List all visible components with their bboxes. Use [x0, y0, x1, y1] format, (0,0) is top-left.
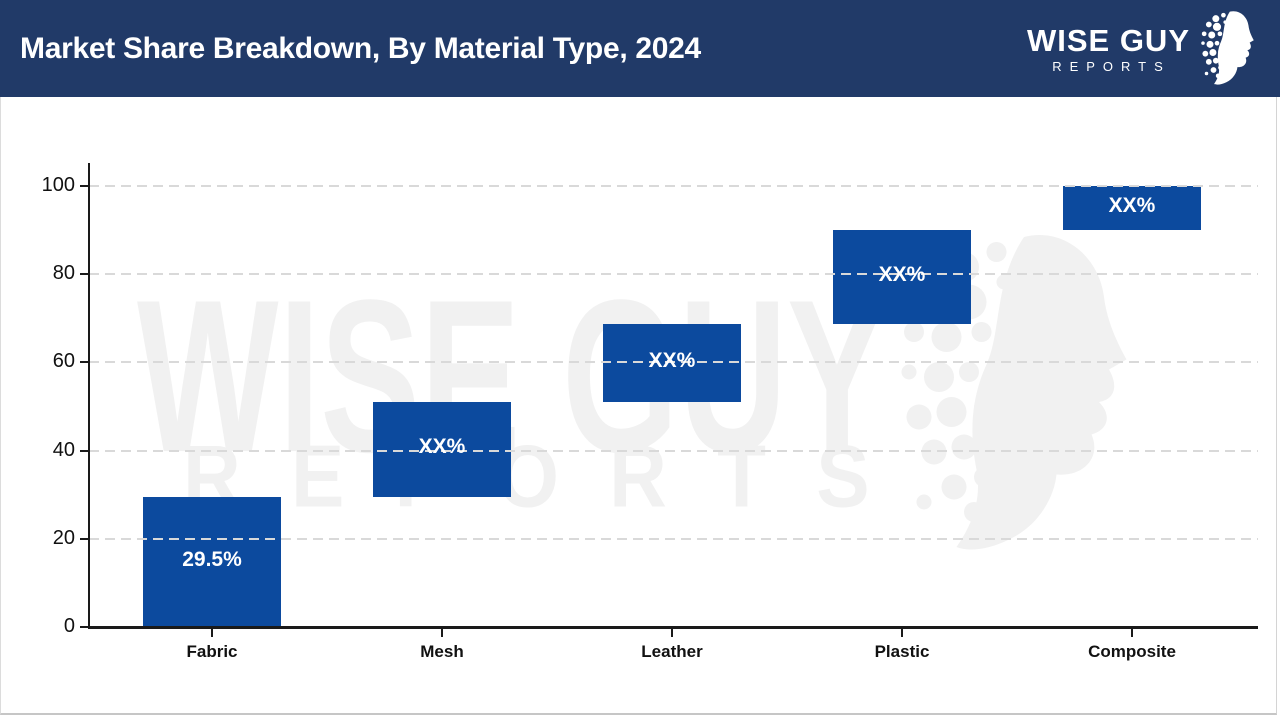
y-axis-line — [88, 163, 90, 629]
gridline — [89, 449, 1258, 452]
y-tick-mark — [80, 185, 89, 187]
bar-fabric — [143, 496, 281, 627]
category-label: Plastic — [874, 642, 930, 661]
y-tick-mark — [80, 361, 89, 364]
y-tick-mark — [80, 537, 89, 540]
bar-composite — [1063, 186, 1201, 231]
y-tick-mark — [80, 626, 89, 628]
x-axis-line — [88, 626, 1258, 629]
y-tick-label: 60 — [52, 350, 75, 373]
bar-value-label: XX% — [418, 435, 466, 459]
page-title: Market Share Breakdown, By Material Type… — [20, 31, 701, 65]
y-tick-label: 100 — [41, 174, 75, 196]
chart-area: WISE GUY R E P O R T S 0 20 40 60 80 100 29.5%… — [0, 97, 1277, 715]
gridline — [89, 537, 1258, 540]
y-tick-mark — [80, 273, 89, 276]
x-tick-mark — [1131, 628, 1133, 637]
category-label: Composite — [1088, 642, 1176, 661]
bar-value-label: XX% — [648, 349, 696, 373]
y-tick-mark — [80, 449, 89, 452]
y-tick-label: 40 — [52, 438, 75, 461]
y-tick-label: 0 — [63, 615, 75, 637]
watermark-reports-text: R E P O R T S — [183, 427, 884, 526]
x-tick-mark — [901, 628, 903, 637]
wiseguy-face-icon — [1201, 10, 1254, 85]
bar-value-label: XX% — [878, 263, 926, 287]
brand-logo-text: WISE GUY REPORTS — [1027, 25, 1190, 73]
y-tick-label: 20 — [52, 526, 75, 549]
bar-value-label: 29.5% — [182, 547, 242, 571]
x-tick-mark — [671, 628, 673, 637]
x-tick-mark — [211, 628, 213, 637]
brand-name: WISE GUY — [1026, 22, 1190, 58]
brand-subtitle: REPORTS — [1052, 58, 1171, 74]
brand-logo: WISE GUY REPORTS — [1027, 7, 1266, 91]
bar-mesh — [373, 402, 511, 497]
gridline — [89, 361, 1258, 364]
category-label: Leather — [641, 642, 703, 661]
header-bar: Market Share Breakdown, By Material Type… — [0, 0, 1280, 97]
category-label: Fabric — [186, 642, 238, 661]
gridline — [89, 185, 1258, 187]
gridline — [89, 273, 1258, 276]
watermark-brand-text: WISE GUY — [137, 253, 888, 498]
y-tick-label: 80 — [52, 262, 75, 285]
x-tick-mark — [441, 628, 443, 637]
bar-value-label: XX% — [1108, 194, 1156, 218]
category-label: Mesh — [420, 642, 464, 661]
